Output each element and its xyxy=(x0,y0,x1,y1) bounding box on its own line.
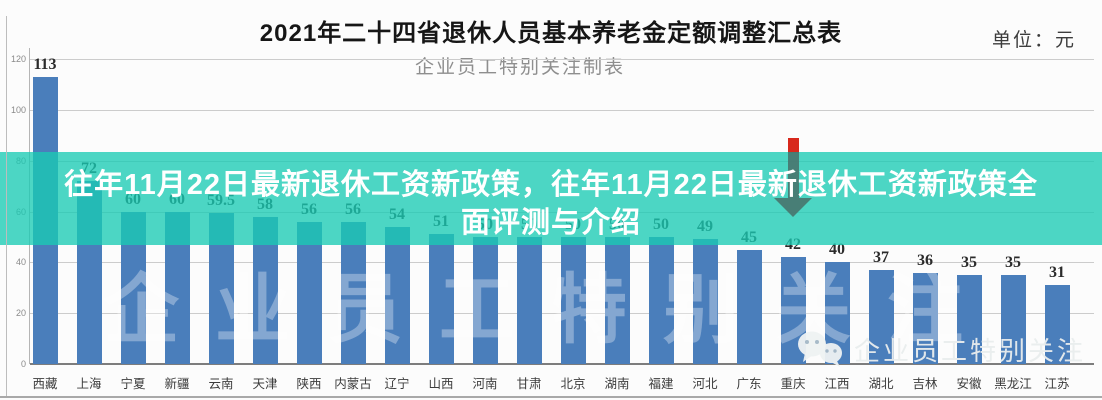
x-label-陕西: 陕西 xyxy=(296,377,322,391)
y-tick-100: 100 xyxy=(10,104,26,115)
bar-江苏 xyxy=(1044,285,1070,364)
gridline-100 xyxy=(30,109,1094,111)
frame-left-border xyxy=(6,16,7,397)
chart-subtitle: 企业员工特别关注制表 xyxy=(414,57,625,78)
x-label-重庆: 重庆 xyxy=(780,377,806,391)
x-axis-line xyxy=(30,363,1094,365)
chart-title: 2021年二十四省退休人员基本养老金定额调整汇总表 xyxy=(259,20,843,47)
x-label-广东: 广东 xyxy=(736,377,762,391)
x-label-吉林: 吉林 xyxy=(912,377,938,391)
x-label-河南: 河南 xyxy=(472,377,498,391)
value-label-安徽: 35 xyxy=(961,254,977,272)
x-label-宁夏: 宁夏 xyxy=(120,377,146,391)
x-label-湖南: 湖南 xyxy=(604,377,630,391)
annotation-arrow-red-segment xyxy=(787,138,799,153)
bar-陕西 xyxy=(296,221,322,364)
y-tick-120: 120 xyxy=(10,54,26,64)
gridline-120 xyxy=(30,59,1094,60)
value-label-湖北: 37 xyxy=(873,248,889,266)
value-label-黑龙江: 35 xyxy=(1005,254,1021,272)
bar-河南 xyxy=(472,236,498,364)
annotation-arrow-shaft xyxy=(787,152,799,198)
y-tick-40: 40 xyxy=(15,257,26,268)
y-tick-20: 20 xyxy=(15,308,26,319)
bar-湖北 xyxy=(868,269,894,364)
bar-山西 xyxy=(428,234,454,364)
x-label-内蒙古: 内蒙古 xyxy=(334,377,372,391)
value-label-西藏: 113 xyxy=(33,55,57,73)
value-label-江西: 40 xyxy=(829,241,845,259)
bar-重庆 xyxy=(780,257,806,364)
x-label-上海: 上海 xyxy=(76,377,102,391)
y-tick-0: 0 xyxy=(20,359,26,369)
bar-江西 xyxy=(824,262,850,364)
annotation-arrow-head xyxy=(774,198,812,217)
bar-甘肃 xyxy=(516,236,542,364)
x-label-甘肃: 甘肃 xyxy=(516,377,542,391)
x-label-北京: 北京 xyxy=(560,377,586,391)
x-label-湖北: 湖北 xyxy=(868,377,894,391)
x-label-福建: 福建 xyxy=(648,377,674,391)
bar-福建 xyxy=(648,236,674,364)
unit-label: 单位：元 xyxy=(991,30,1076,51)
bar-河北 xyxy=(692,239,718,364)
overlay-banner xyxy=(0,152,1102,245)
frame-bottom-border xyxy=(0,396,1102,398)
x-label-辽宁: 辽宁 xyxy=(384,377,410,391)
value-label-吉林: 36 xyxy=(917,251,933,269)
overlay-headline-line1: 往年11月22日最新退休工资新政策，往年11月22日最新退休工资新政策全 xyxy=(64,169,1038,201)
x-label-山西: 山西 xyxy=(428,377,454,391)
bar-黑龙江 xyxy=(1000,275,1026,364)
bar-北京 xyxy=(560,236,586,364)
bar-广东 xyxy=(736,249,762,364)
value-label-江苏: 31 xyxy=(1049,264,1065,282)
x-label-西藏: 西藏 xyxy=(32,377,58,391)
bar-湖南 xyxy=(604,236,630,364)
x-label-新疆: 新疆 xyxy=(164,377,190,391)
bar-吉林 xyxy=(912,272,938,364)
x-label-河北: 河北 xyxy=(692,377,718,391)
x-label-云南: 云南 xyxy=(208,377,234,391)
x-label-天津: 天津 xyxy=(252,377,278,391)
bar-安徽 xyxy=(956,275,982,364)
bar-辽宁 xyxy=(384,226,410,364)
x-label-江西: 江西 xyxy=(824,377,850,391)
x-label-江苏: 江苏 xyxy=(1044,377,1070,391)
overlay-headline-line2: 面评测与介绍 xyxy=(460,207,641,239)
x-label-安徽: 安徽 xyxy=(956,377,982,391)
bar-内蒙古 xyxy=(340,221,366,364)
x-label-黑龙江: 黑龙江 xyxy=(994,377,1032,391)
